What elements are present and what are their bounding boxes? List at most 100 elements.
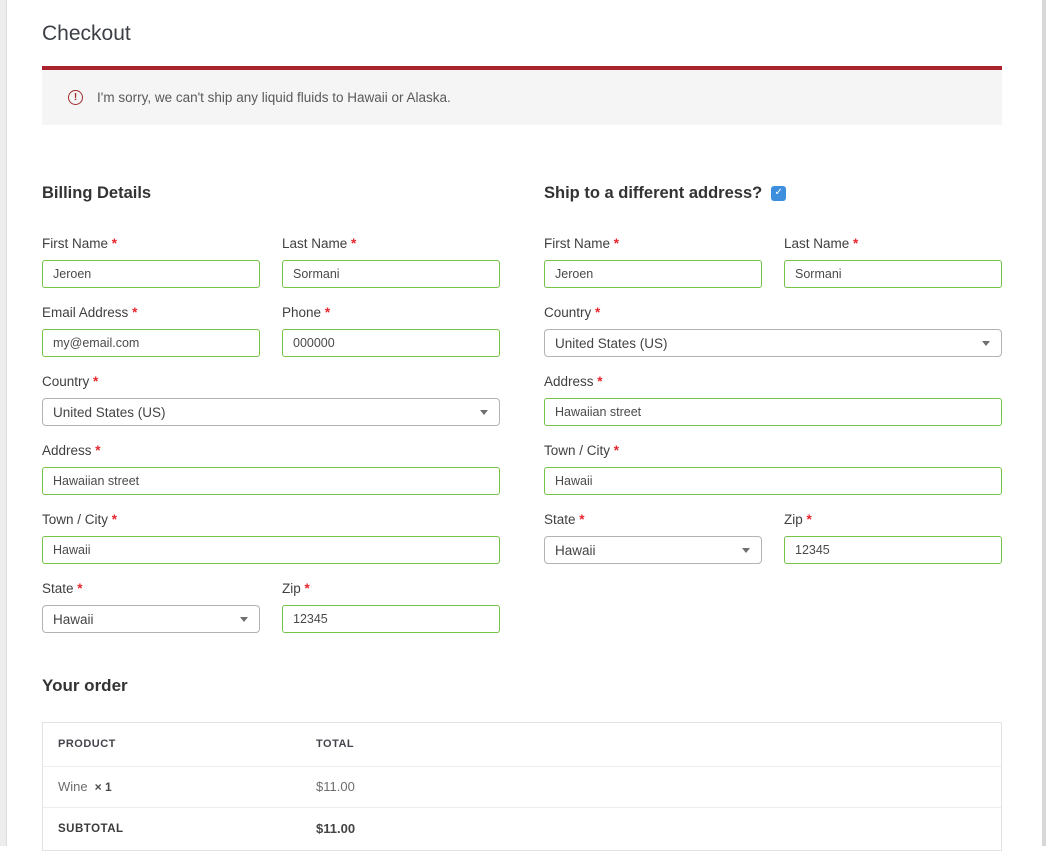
shipping-column: Ship to a different address? ✓ First Nam… bbox=[544, 182, 1002, 648]
chevron-down-icon bbox=[742, 548, 750, 553]
total-column-header: TOTAL bbox=[316, 738, 355, 750]
shipping-country-select[interactable]: United States (US) bbox=[544, 329, 1002, 357]
window-left-gutter bbox=[0, 0, 7, 846]
shipping-zip-label: Zip * bbox=[784, 512, 812, 527]
shipping-zip-field: Zip * bbox=[784, 510, 1002, 564]
required-mark: * bbox=[806, 512, 812, 527]
shipping-first-name-label: First Name * bbox=[544, 236, 620, 251]
required-mark: * bbox=[77, 581, 83, 596]
shipping-country-label: Country * bbox=[544, 305, 601, 320]
subtotal-label: SUBTOTAL bbox=[58, 823, 124, 835]
billing-heading: Billing Details bbox=[42, 182, 500, 204]
shipping-country-value: United States (US) bbox=[555, 335, 668, 351]
billing-first-name-label: First Name * bbox=[42, 236, 118, 251]
shipping-zip-input[interactable] bbox=[784, 536, 1002, 564]
billing-city-label: Town / City * bbox=[42, 512, 118, 527]
billing-zip-label: Zip * bbox=[282, 581, 310, 596]
billing-email-label: Email Address * bbox=[42, 305, 138, 320]
shipping-address-field: Address * bbox=[544, 372, 1002, 426]
billing-address-label: Address * bbox=[42, 443, 101, 458]
required-mark: * bbox=[324, 305, 331, 320]
required-mark: * bbox=[111, 512, 118, 527]
required-mark: * bbox=[93, 374, 99, 389]
required-mark: * bbox=[95, 443, 101, 458]
checkout-page: Checkout ! I'm sorry, we can't ship any … bbox=[42, 0, 1002, 851]
billing-last-name-field: Last Name * bbox=[282, 234, 500, 288]
required-mark: * bbox=[111, 236, 118, 251]
product-column-header: PRODUCT bbox=[58, 738, 116, 750]
shipping-state-field: State * Hawaii bbox=[544, 510, 762, 564]
billing-state-select[interactable]: Hawaii bbox=[42, 605, 260, 633]
shipping-heading: Ship to a different address? ✓ bbox=[544, 182, 1002, 204]
billing-city-input[interactable] bbox=[42, 536, 500, 564]
billing-email-field: Email Address * bbox=[42, 303, 260, 357]
product-name: Wine bbox=[58, 779, 88, 794]
required-mark: * bbox=[579, 512, 585, 527]
shipping-state-label: State * bbox=[544, 512, 585, 527]
required-mark: * bbox=[351, 236, 357, 251]
chevron-down-icon bbox=[480, 410, 488, 415]
billing-zip-input[interactable] bbox=[282, 605, 500, 633]
billing-phone-label: Phone * bbox=[282, 305, 331, 320]
subtotal-value: $11.00 bbox=[316, 821, 356, 836]
billing-country-value: United States (US) bbox=[53, 404, 166, 420]
shipping-address-label: Address * bbox=[544, 374, 603, 389]
required-mark: * bbox=[613, 236, 620, 251]
shipping-last-name-field: Last Name * bbox=[784, 234, 1002, 288]
order-heading: Your order bbox=[42, 676, 128, 695]
scrollbar[interactable] bbox=[1042, 0, 1046, 846]
subtotal-row: SUBTOTAL $11.00 bbox=[43, 807, 1001, 850]
shipping-first-name-field: First Name * bbox=[544, 234, 762, 288]
product-quantity: × 1 bbox=[94, 780, 112, 794]
billing-first-name-field: First Name * bbox=[42, 234, 260, 288]
required-mark: * bbox=[132, 305, 138, 320]
billing-address-field: Address * bbox=[42, 441, 500, 495]
required-mark: * bbox=[595, 305, 601, 320]
page-title: Checkout bbox=[42, 22, 131, 45]
checkout-form: Billing Details First Name * Last Name *… bbox=[42, 182, 1002, 648]
billing-city-field: Town / City * bbox=[42, 510, 500, 564]
shipping-last-name-label: Last Name * bbox=[784, 236, 859, 251]
shipping-first-name-input[interactable] bbox=[544, 260, 762, 288]
shipping-restriction-notice: ! I'm sorry, we can't ship any liquid fl… bbox=[42, 70, 1002, 125]
billing-last-name-input[interactable] bbox=[282, 260, 500, 288]
shipping-city-field: Town / City * bbox=[544, 441, 1002, 495]
billing-state-label: State * bbox=[42, 581, 83, 596]
table-header-row: PRODUCT TOTAL bbox=[43, 723, 1001, 766]
required-mark: * bbox=[613, 443, 620, 458]
notice-text: I'm sorry, we can't ship any liquid flui… bbox=[97, 90, 451, 105]
billing-phone-field: Phone * bbox=[282, 303, 500, 357]
billing-country-field: Country * United States (US) bbox=[42, 372, 500, 426]
required-mark: * bbox=[853, 236, 859, 251]
shipping-state-select[interactable]: Hawaii bbox=[544, 536, 762, 564]
shipping-address-input[interactable] bbox=[544, 398, 1002, 426]
order-review-table: PRODUCT TOTAL Wine × 1 $11.00 SUBTOTAL $1… bbox=[42, 722, 1002, 851]
billing-heading-label: Billing Details bbox=[42, 184, 152, 202]
shipping-country-field: Country * United States (US) bbox=[544, 303, 1002, 357]
billing-last-name-label: Last Name * bbox=[282, 236, 357, 251]
billing-email-input[interactable] bbox=[42, 329, 260, 357]
billing-state-value: Hawaii bbox=[53, 611, 94, 627]
shipping-city-input[interactable] bbox=[544, 467, 1002, 495]
billing-first-name-input[interactable] bbox=[42, 260, 260, 288]
billing-zip-field: Zip * bbox=[282, 579, 500, 633]
alert-circle-icon: ! bbox=[68, 90, 83, 105]
billing-country-label: Country * bbox=[42, 374, 99, 389]
chevron-down-icon bbox=[240, 617, 248, 622]
required-mark: * bbox=[597, 374, 603, 389]
shipping-heading-label: Ship to a different address? bbox=[544, 184, 763, 202]
billing-column: Billing Details First Name * Last Name *… bbox=[42, 182, 500, 648]
required-mark: * bbox=[304, 581, 310, 596]
billing-country-select[interactable]: United States (US) bbox=[42, 398, 500, 426]
chevron-down-icon bbox=[982, 341, 990, 346]
shipping-state-value: Hawaii bbox=[555, 542, 596, 558]
table-row: Wine × 1 $11.00 bbox=[43, 766, 1001, 807]
shipping-city-label: Town / City * bbox=[544, 443, 620, 458]
order-item-total: $11.00 bbox=[316, 779, 355, 794]
shipping-last-name-input[interactable] bbox=[784, 260, 1002, 288]
ship-to-different-address-checkbox[interactable]: ✓ bbox=[771, 185, 787, 201]
accent-divider bbox=[42, 66, 1002, 70]
billing-address-input[interactable] bbox=[42, 467, 500, 495]
billing-state-field: State * Hawaii bbox=[42, 579, 260, 633]
billing-phone-input[interactable] bbox=[282, 329, 500, 357]
